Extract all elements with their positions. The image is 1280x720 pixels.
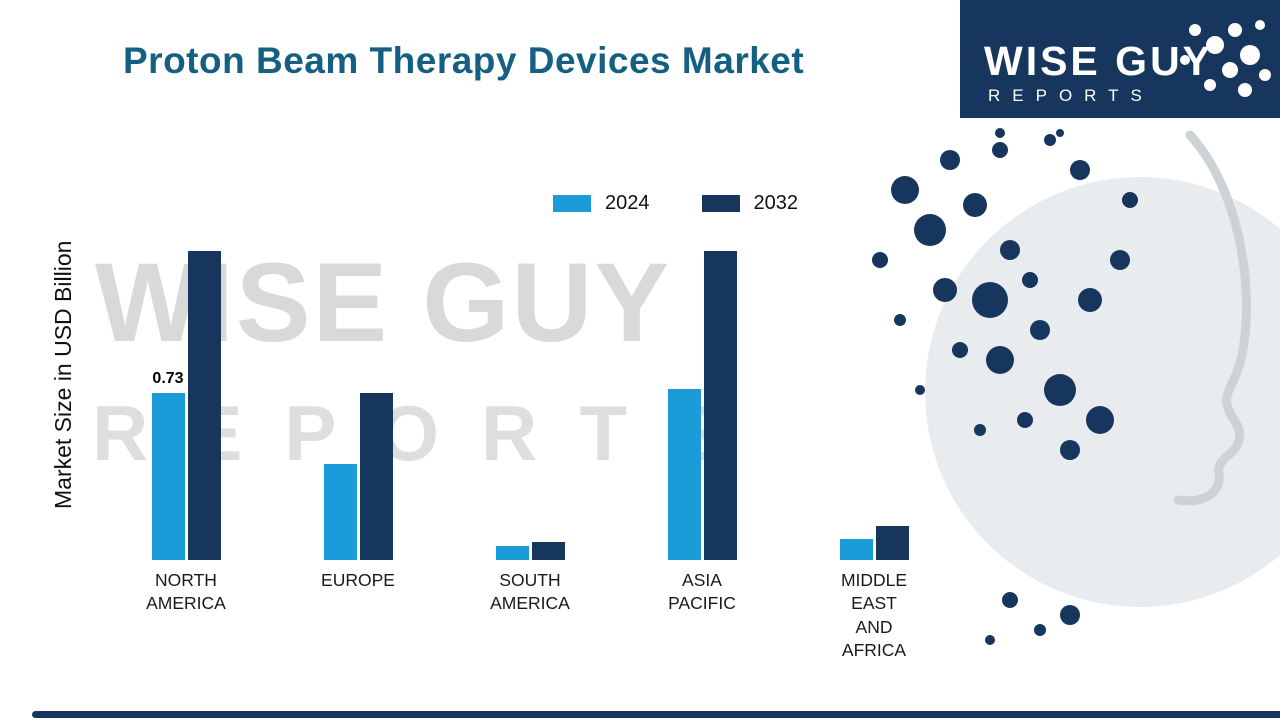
- bar-2024-middle-east-and-africa: [839, 539, 873, 560]
- legend-swatch-2024: [553, 195, 591, 212]
- face-profile-outline: [1173, 130, 1251, 506]
- bar-group-north-america: 0.73 NORTH AMERICA: [100, 240, 272, 662]
- bar-group-south-america: SOUTH AMERICA: [444, 240, 616, 662]
- category-label: SOUTH AMERICA: [490, 570, 570, 614]
- bar-group-middle-east-and-africa: MIDDLE EAST AND AFRICA: [788, 240, 960, 662]
- logo-subtext: REPORTS: [988, 86, 1154, 105]
- footer-accent-bar: [32, 711, 1280, 718]
- legend-label-2032: 2032: [753, 192, 799, 214]
- bar-chart: 0.73 NORTH AMERICA EUROPE SOUTH AMERICA ASIA…: [100, 240, 960, 662]
- bar-2024-south-america: [495, 546, 529, 560]
- logo-wordmark: WISE GUY: [984, 38, 1214, 84]
- category-label: MIDDLE EAST AND AFRICA: [840, 570, 908, 660]
- bar-2032-europe: [359, 393, 393, 560]
- bar-2032-middle-east-and-africa: [875, 526, 909, 560]
- bar-group-asia-pacific: ASIA PACIFIC: [616, 240, 788, 662]
- bar-2024-asia-pacific: [667, 389, 701, 560]
- y-axis-label: Market Size in USD Billion: [50, 240, 76, 510]
- logo-white-dot-face: [1180, 20, 1271, 97]
- category-label: NORTH AMERICA: [146, 570, 226, 614]
- bar-2032-south-america: [531, 542, 565, 560]
- legend-swatch-2032: [701, 195, 740, 212]
- logo-background: [960, 0, 1280, 118]
- bar-value-label: 0.73: [152, 370, 184, 387]
- chart-legend: 2024 2032: [553, 192, 798, 215]
- legend-item-2032: 2032: [701, 192, 799, 215]
- bar-2032-asia-pacific: [703, 251, 737, 560]
- bar-2024-europe: [323, 464, 357, 560]
- legend-item-2024: 2024: [553, 192, 650, 215]
- wiseguy-face-dots-decoration: [872, 0, 1280, 645]
- category-label: EUROPE: [321, 570, 395, 590]
- bar-2032-north-america: [187, 251, 221, 560]
- page-title: Proton Beam Therapy Devices Market: [123, 40, 805, 81]
- navy-dot-pattern: [872, 128, 1138, 645]
- bar-group-europe: EUROPE: [272, 240, 444, 662]
- bar-2024-north-america: [151, 393, 185, 560]
- category-label: ASIA PACIFIC: [668, 570, 736, 614]
- legend-label-2024: 2024: [605, 192, 650, 214]
